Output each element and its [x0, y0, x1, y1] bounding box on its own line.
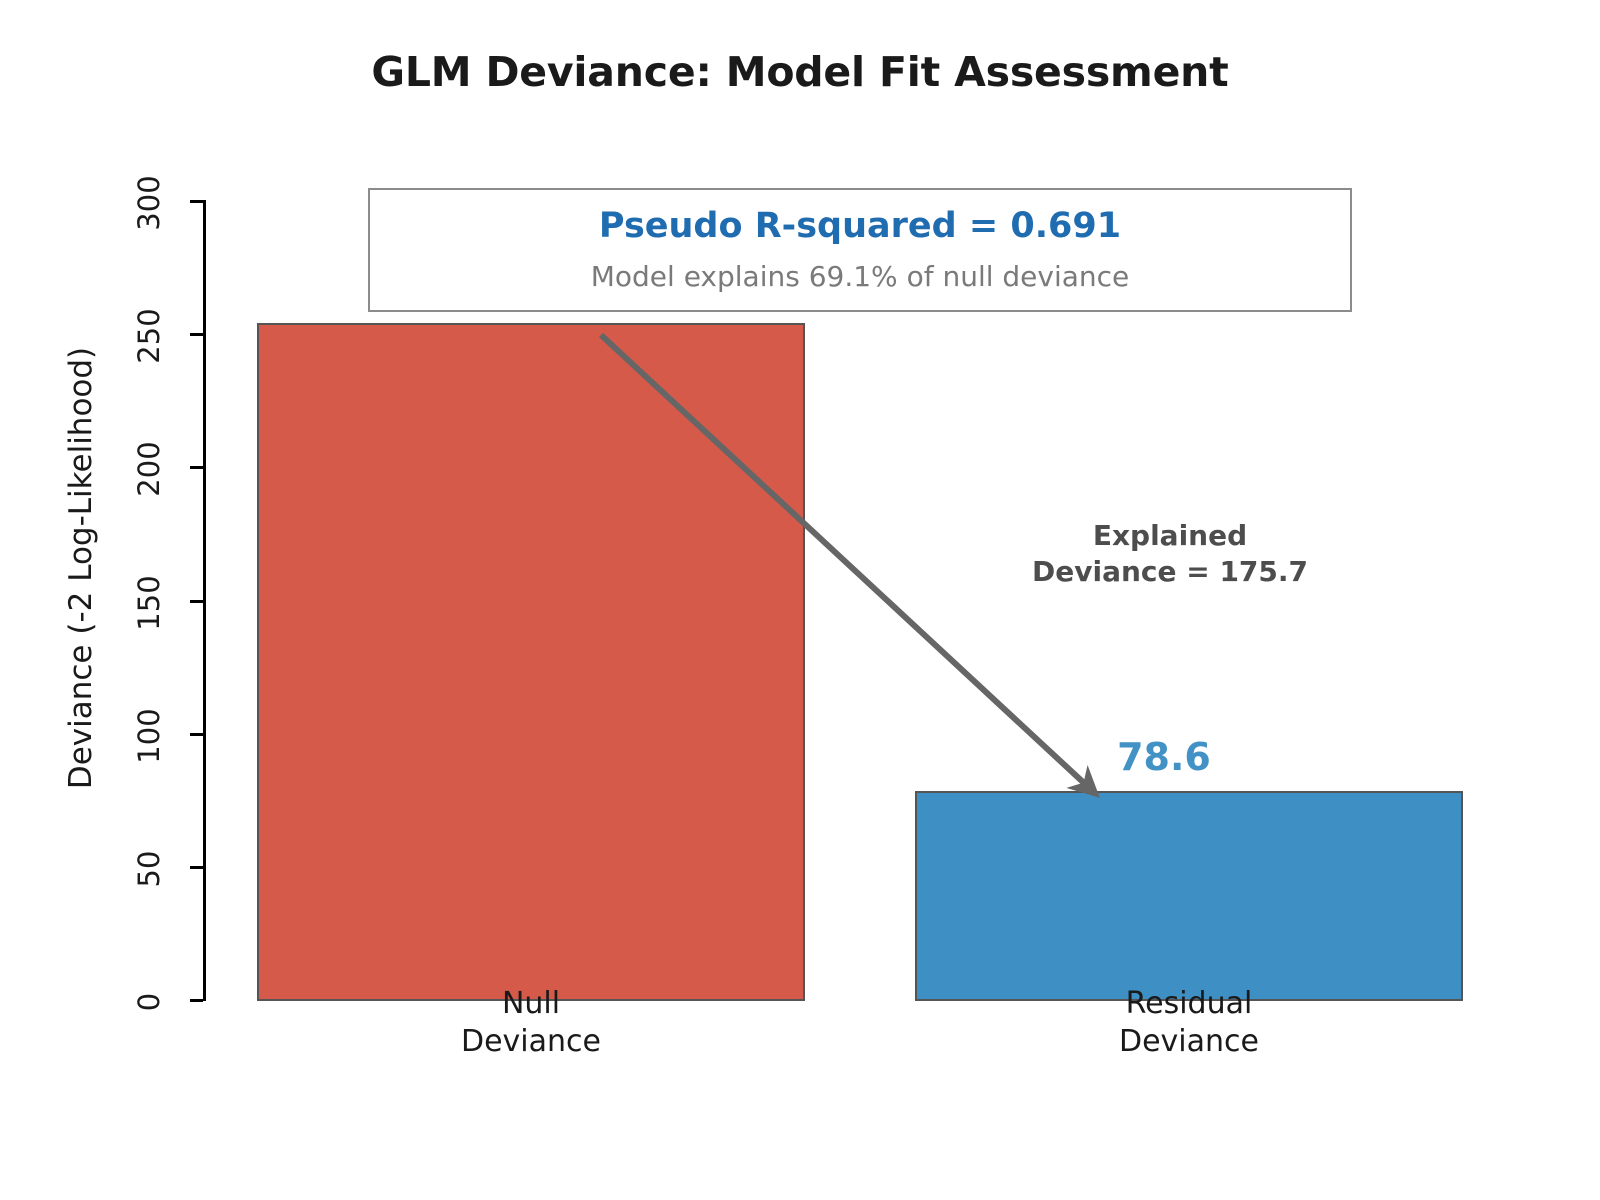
- y-tick-label-250: 250: [132, 308, 166, 364]
- y-tick-label-0: 0: [132, 992, 166, 1012]
- pseudo-r-squared-subtext: Model explains 69.1% of null deviance: [590, 260, 1130, 293]
- y-tick-mark-300: [190, 200, 203, 203]
- y-tick-mark-250: [190, 333, 203, 336]
- y-tick-label-100: 100: [132, 708, 166, 764]
- residual-deviance-bar[interactable]: [915, 791, 1463, 1001]
- null-deviance-bar[interactable]: [257, 323, 805, 1001]
- x-tick-label-null-deviance: Null Deviance: [461, 986, 601, 1059]
- y-tick-label-300: 300: [132, 175, 166, 231]
- y-tick-mark-0: [190, 999, 203, 1002]
- y-tick-mark-50: [190, 866, 203, 869]
- x-tick-label-residual-deviance: Residual Deviance: [1119, 986, 1259, 1059]
- y-axis-spine: [203, 200, 206, 1001]
- explained-deviance-annotation: Explained Deviance = 175.7: [1031, 519, 1309, 588]
- y-tick-mark-200: [190, 466, 203, 469]
- y-tick-label-200: 200: [132, 441, 166, 497]
- pseudo-r-squared-box: Pseudo R-squared = 0.691 Model explains …: [368, 188, 1352, 312]
- y-tick-label-50: 50: [132, 850, 166, 888]
- y-tick-mark-150: [190, 600, 203, 603]
- y-tick-label-150: 150: [132, 575, 166, 631]
- y-tick-mark-100: [190, 733, 203, 736]
- residual-value-label: 78.6: [1117, 735, 1211, 779]
- page-title: GLM Deviance: Model Fit Assessment: [371, 48, 1229, 96]
- pseudo-r-squared-headline: Pseudo R-squared = 0.691: [598, 206, 1122, 246]
- y-axis-label: Deviance (-2 Log-Likelihood): [63, 346, 99, 790]
